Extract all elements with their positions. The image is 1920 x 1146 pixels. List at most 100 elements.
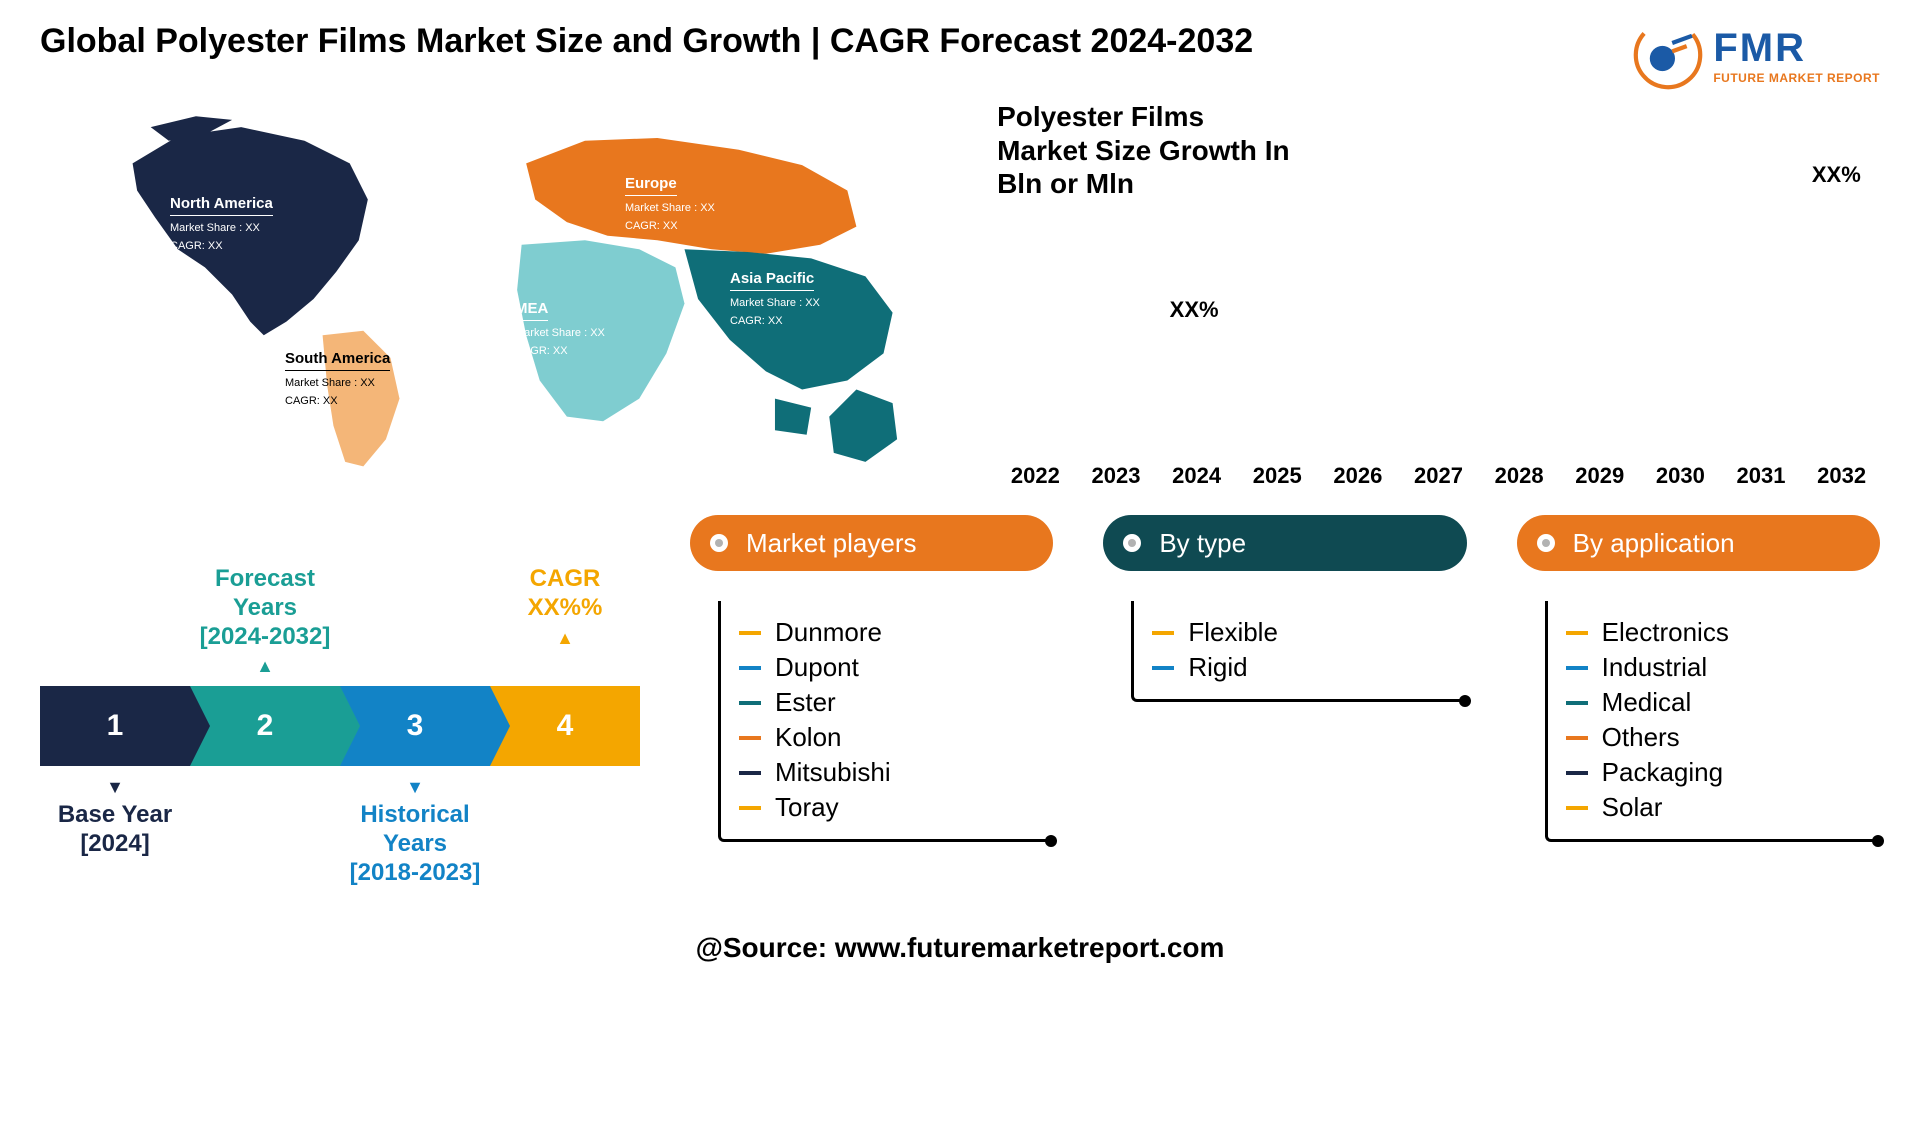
logo-fmr: FMR — [1713, 26, 1880, 71]
bar-label: 2026 — [1333, 463, 1382, 489]
bar-2024: 2024 — [1162, 455, 1231, 489]
tick-icon — [1566, 806, 1588, 810]
header: Global Polyester Films Market Size and G… — [40, 20, 1880, 90]
chart-title: Polyester FilmsMarket Size Growth InBln … — [997, 100, 1880, 201]
pill-header-label: By application — [1573, 528, 1735, 559]
tick-icon — [1566, 631, 1588, 635]
tick-icon — [739, 701, 761, 705]
bar-2029: 2029 — [1565, 455, 1634, 489]
bar-label: 2023 — [1092, 463, 1141, 489]
bar-label: 2032 — [1817, 463, 1866, 489]
tick-icon — [739, 666, 761, 670]
tick-icon — [1566, 666, 1588, 670]
label-europe: Europe Market Share : XX CAGR: XX — [625, 175, 715, 234]
list-item: Solar — [1566, 792, 1880, 823]
pill-header: By type — [1103, 515, 1466, 571]
bar-label: 2028 — [1495, 463, 1544, 489]
pill-dot-icon — [1537, 534, 1555, 552]
list-item: Electronics — [1566, 617, 1880, 648]
pill-group-1: By type Flexible Rigid — [1103, 515, 1466, 842]
bar-label: 2024 — [1172, 463, 1221, 489]
timeline-top-label-2: Forecast Years[2024-2032]▲ — [190, 565, 340, 680]
bar-2030: 2030 — [1646, 455, 1715, 489]
tick-icon — [739, 806, 761, 810]
label-asia-pacific: Asia Pacific Market Share : XX CAGR: XX — [730, 270, 820, 329]
bar-2032: 2032 — [1807, 455, 1876, 489]
list-item-label: Kolon — [775, 722, 842, 753]
list-item-label: Others — [1602, 722, 1680, 753]
tick-icon — [739, 736, 761, 740]
list-item-label: Mitsubishi — [775, 757, 891, 788]
bar-label: 2029 — [1575, 463, 1624, 489]
tick-icon — [1566, 771, 1588, 775]
list-item: Packaging — [1566, 757, 1880, 788]
pill-header: By application — [1517, 515, 1880, 571]
timeline: Forecast Years[2024-2032]▲ CAGRXX%%▲ 123… — [40, 515, 640, 887]
list-item-label: Solar — [1602, 792, 1663, 823]
bar-2023: 2023 — [1082, 455, 1151, 489]
bar-2027: 2027 — [1404, 455, 1473, 489]
list-item-label: Rigid — [1188, 652, 1247, 683]
bar-2022: 2022 — [1001, 455, 1070, 489]
growth-bar-chart: Polyester FilmsMarket Size Growth InBln … — [997, 100, 1880, 480]
pill-group-0: Market players Dunmore Dupont Ester Kolon Mit… — [690, 515, 1053, 842]
page-title: Global Polyester Films Market Size and G… — [40, 20, 1253, 63]
list-frame: Electronics Industrial Medical Others Packag… — [1545, 601, 1880, 842]
timeline-segment-3: 3 — [340, 686, 490, 766]
list-item-label: Flexible — [1188, 617, 1278, 648]
list-frame: Dunmore Dupont Ester Kolon Mitsubishi Toray — [718, 601, 1053, 842]
logo-subtitle: FUTURE MARKET REPORT — [1713, 71, 1880, 85]
list-item: Others — [1566, 722, 1880, 753]
list-item-label: Ester — [775, 687, 836, 718]
timeline-bottom-label-3: ▼Historical Years[2018-2023] — [340, 772, 490, 887]
timeline-bottom-label-4 — [490, 772, 640, 887]
timeline-top-label-4: CAGRXX%%▲ — [490, 565, 640, 680]
pill-dot-icon — [1123, 534, 1141, 552]
tick-icon — [1152, 631, 1174, 635]
list-item: Mitsubishi — [739, 757, 1053, 788]
list-item: Dunmore — [739, 617, 1053, 648]
pill-group-2: By application Electronics Industrial Medic… — [1517, 515, 1880, 842]
list-item: Flexible — [1152, 617, 1466, 648]
list-item-label: Dupont — [775, 652, 859, 683]
tick-icon — [1566, 736, 1588, 740]
bar-label: 2030 — [1656, 463, 1705, 489]
bar-label: 2025 — [1253, 463, 1302, 489]
bar-2026: 2026 — [1324, 455, 1393, 489]
list-item: Toray — [739, 792, 1053, 823]
bar-label: 2022 — [1011, 463, 1060, 489]
bar-label: 2027 — [1414, 463, 1463, 489]
source-attribution: @Source: www.futuremarketreport.com — [40, 932, 1880, 964]
list-item: Dupont — [739, 652, 1053, 683]
tick-icon — [739, 631, 761, 635]
list-item: Industrial — [1566, 652, 1880, 683]
list-frame: Flexible Rigid — [1131, 601, 1466, 702]
timeline-segment-1: 1 — [40, 686, 190, 766]
timeline-bottom-label-2 — [190, 772, 340, 887]
bar-annotation: XX% — [1170, 297, 1219, 323]
list-item: Medical — [1566, 687, 1880, 718]
label-mea: MEA Market Share : XX CAGR: XX — [515, 300, 605, 359]
timeline-bottom-label-1: ▼Base Year[2024] — [40, 772, 190, 887]
list-item-label: Medical — [1602, 687, 1692, 718]
pill-header-label: Market players — [746, 528, 917, 559]
list-item-label: Packaging — [1602, 757, 1723, 788]
list-item-label: Industrial — [1602, 652, 1708, 683]
logo: FMR FUTURE MARKET REPORT — [1633, 20, 1880, 90]
pill-dot-icon — [710, 534, 728, 552]
world-map: North America Market Share : XX CAGR: XX… — [40, 100, 967, 480]
logo-icon — [1633, 20, 1703, 90]
tick-icon — [1566, 701, 1588, 705]
bar-label: 2031 — [1737, 463, 1786, 489]
list-item: Ester — [739, 687, 1053, 718]
label-south-america: South America Market Share : XX CAGR: XX — [285, 350, 390, 409]
bar-annotation: XX% — [1812, 162, 1861, 188]
list-item: Kolon — [739, 722, 1053, 753]
list-item-label: Electronics — [1602, 617, 1729, 648]
list-item-label: Toray — [775, 792, 839, 823]
bar-2025: 2025 — [1243, 455, 1312, 489]
pill-header-label: By type — [1159, 528, 1246, 559]
logo-text: FMR FUTURE MARKET REPORT — [1713, 26, 1880, 85]
timeline-top-label-3 — [340, 565, 490, 680]
tick-icon — [739, 771, 761, 775]
